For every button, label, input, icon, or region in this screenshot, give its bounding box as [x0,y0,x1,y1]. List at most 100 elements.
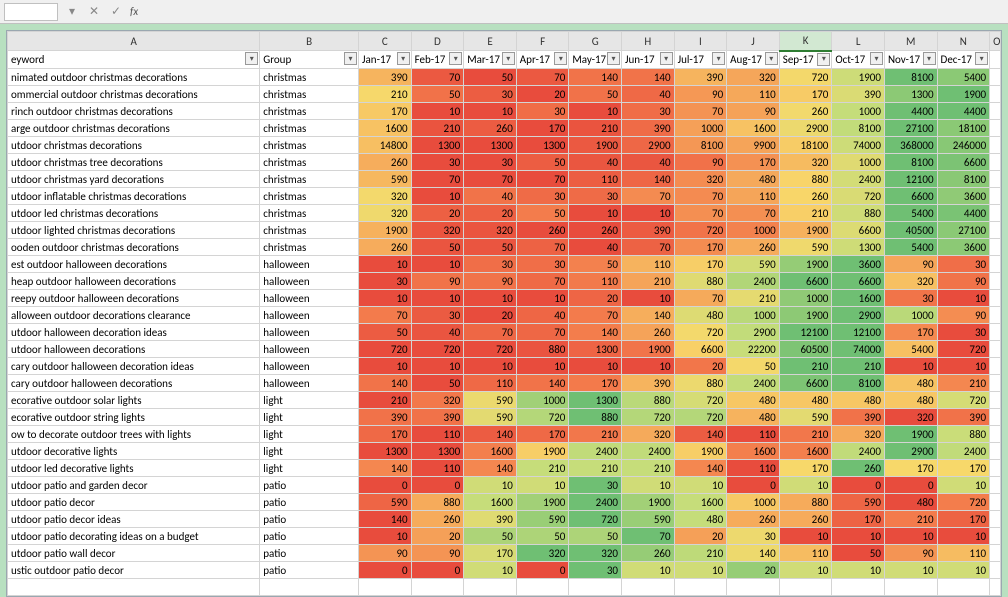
cell-value[interactable]: 27100 [884,120,937,137]
cell-keyword[interactable]: cary outdoor halloween decorations [8,375,260,392]
cell-group[interactable]: patio [260,494,359,511]
cell-value[interactable]: 140 [621,69,674,86]
cell-value[interactable]: 30 [884,290,937,307]
cell-value[interactable]: 260 [779,511,832,528]
cell-value[interactable]: 30 [621,103,674,120]
cell-value[interactable]: 10 [937,528,990,545]
cell-value[interactable]: 30 [464,256,517,273]
cell-value[interactable]: 390 [832,86,885,103]
header-month-11-filter-icon[interactable] [975,52,988,65]
cell-keyword[interactable]: ooden outdoor christmas decorations [8,239,260,256]
cell-value[interactable]: 10 [464,358,517,375]
cell-keyword[interactable]: arge outdoor christmas decorations [8,120,260,137]
cell-keyword[interactable]: utdoor patio decorating ideas on a budge… [8,528,260,545]
cell-keyword[interactable]: utdoor patio decor ideas [8,511,260,528]
cell-value[interactable]: 70 [464,324,517,341]
cell-value[interactable]: 720 [411,341,464,358]
cell-keyword[interactable]: est outdoor halloween decorations [8,256,260,273]
cell-group[interactable]: light [260,409,359,426]
cell-value[interactable]: 70 [464,171,517,188]
cell-value[interactable]: 210 [727,290,780,307]
cell-value[interactable]: 880 [621,392,674,409]
cell-value[interactable]: 10 [621,358,674,375]
cell-value[interactable]: 10 [884,528,937,545]
cell-keyword[interactable]: nimated outdoor christmas decorations [8,69,260,86]
cell-value[interactable]: 10 [937,562,990,579]
cell-value[interactable]: 30 [516,188,569,205]
cell-value[interactable]: 140 [674,460,727,477]
cell-value[interactable]: 20 [516,86,569,103]
cell-value[interactable]: 880 [779,494,832,511]
cell-value[interactable]: 140 [621,307,674,324]
fx-label[interactable]: fx [130,5,138,18]
cell-value[interactable]: 10 [411,290,464,307]
namebox-input[interactable] [4,3,58,21]
cell-value[interactable]: 2400 [832,443,885,460]
cell-value[interactable]: 110 [727,460,780,477]
header-month-4-filter-icon[interactable] [607,52,620,65]
cell-value[interactable]: 5400 [937,69,990,86]
cell-value[interactable]: 40 [516,307,569,324]
cell-value[interactable]: 260 [727,511,780,528]
cell-value[interactable]: 320 [569,545,622,562]
cell-value[interactable]: 90 [937,307,990,324]
cell-value[interactable]: 260 [621,545,674,562]
cell-value[interactable]: 720 [937,341,990,358]
cell-value[interactable]: 170 [832,511,885,528]
cell-value[interactable]: 18100 [937,120,990,137]
col-letter-O[interactable]: O [990,32,1001,51]
cell-value[interactable]: 18100 [779,137,832,154]
cell-group[interactable]: halloween [260,324,359,341]
cell-value[interactable]: 40 [569,239,622,256]
cell-value[interactable]: 0 [411,562,464,579]
cell-value[interactable]: 70 [727,205,780,222]
cell-value[interactable]: 60500 [779,341,832,358]
cell-group[interactable]: christmas [260,137,359,154]
cell-value[interactable]: 720 [674,222,727,239]
cell-value[interactable]: 30 [359,273,412,290]
cell-value[interactable]: 0 [727,477,780,494]
cell-value[interactable]: 4400 [937,103,990,120]
col-letter-N[interactable]: N [937,32,990,51]
cell-value[interactable]: 8100 [832,120,885,137]
cell-group[interactable]: halloween [260,290,359,307]
cell-value[interactable]: 10 [569,358,622,375]
cell-value[interactable]: 720 [674,324,727,341]
cell-value[interactable]: 20 [411,528,464,545]
cell-value[interactable]: 210 [779,205,832,222]
cell-value[interactable]: 170 [516,426,569,443]
cell-value[interactable]: 390 [621,375,674,392]
cell-value[interactable]: 20 [674,528,727,545]
cell-value[interactable]: 1000 [516,392,569,409]
cell-value[interactable]: 2400 [832,171,885,188]
cell-value[interactable]: 260 [727,239,780,256]
cell-value[interactable]: 90 [411,273,464,290]
cell-value[interactable]: 22200 [727,341,780,358]
cell-value[interactable]: 30 [464,86,517,103]
cell-value[interactable]: 0 [832,477,885,494]
cell-value[interactable]: 5400 [884,205,937,222]
header-month-2-filter-icon[interactable] [502,52,515,65]
cell-value[interactable]: 170 [359,426,412,443]
cell-value[interactable]: 40 [621,154,674,171]
cell-group[interactable]: christmas [260,188,359,205]
cell-keyword[interactable]: ommercial outdoor christmas decorations [8,86,260,103]
cell-group[interactable]: christmas [260,103,359,120]
cell-value[interactable]: 0 [411,477,464,494]
cell-value[interactable]: 70 [569,307,622,324]
cell-value[interactable]: 1300 [569,341,622,358]
cell-group[interactable]: halloween [260,307,359,324]
cell-value[interactable]: 20 [569,290,622,307]
cell-value[interactable]: 30 [569,188,622,205]
cell-value[interactable]: 30 [937,324,990,341]
header-month-5-filter-icon[interactable] [660,52,673,65]
cell-group[interactable]: christmas [260,205,359,222]
cell-value[interactable]: 50 [464,528,517,545]
col-letter-H[interactable]: H [621,32,674,51]
header-month-10-filter-icon[interactable] [923,52,936,65]
cell-value[interactable]: 10 [411,256,464,273]
cell-value[interactable]: 1300 [411,443,464,460]
cell-value[interactable]: 1600 [727,443,780,460]
cell-value[interactable]: 10 [779,528,832,545]
cell-value[interactable]: 10 [779,562,832,579]
